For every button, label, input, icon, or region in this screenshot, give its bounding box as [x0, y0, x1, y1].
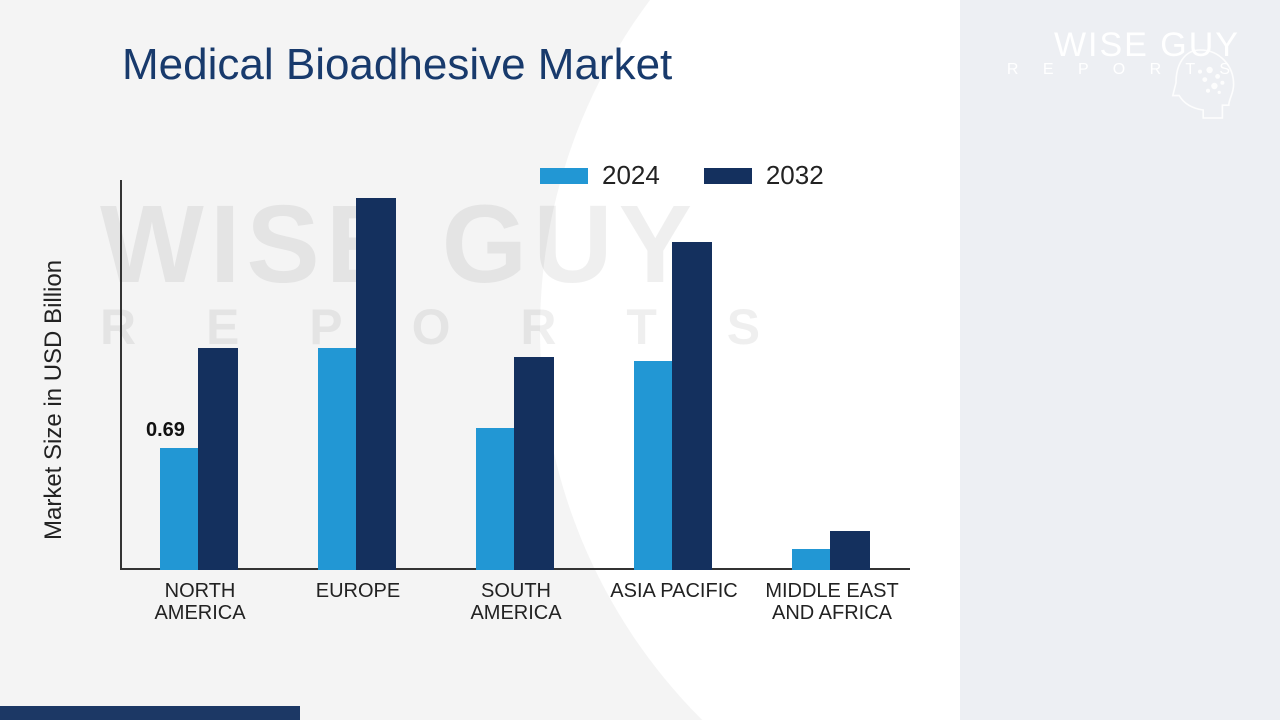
bar [830, 531, 870, 570]
category-label: SOUTH AMERICA [441, 570, 591, 624]
brand-logo: WISE GUY R E P O R T S [1007, 26, 1240, 79]
y-axis-line [120, 180, 122, 570]
bar [318, 348, 358, 570]
bar [792, 549, 832, 570]
chart-area: Medical Bioadhesive Market WISE GUY R E … [0, 0, 960, 720]
bar [514, 357, 554, 570]
plot-region: 0.69NORTH AMERICA EUROPE SOUTH AMERICA ASIA… [120, 180, 910, 570]
bar [356, 198, 396, 570]
value-label: 0.69 [146, 419, 185, 442]
bar [672, 242, 712, 570]
bar [198, 348, 238, 570]
category-label: MIDDLE EAST AND AFRICA [757, 570, 907, 624]
bar [476, 428, 516, 570]
bar-group: 0.69NORTH AMERICA [140, 180, 260, 570]
category-label: NORTH AMERICA [125, 570, 275, 624]
bar [160, 448, 200, 570]
y-axis-label: Market Size in USD Billion [40, 260, 68, 540]
bar-group: EUROPE [298, 180, 418, 570]
bar [634, 361, 674, 570]
bar-group: SOUTH AMERICA [456, 180, 576, 570]
bar-group: ASIA PACIFIC [614, 180, 734, 570]
category-label: EUROPE [283, 570, 433, 602]
decorative-bottom-bar [0, 706, 300, 720]
logo-head-icon [1160, 46, 1240, 126]
chart-title: Medical Bioadhesive Market [122, 40, 672, 90]
category-label: ASIA PACIFIC [599, 570, 749, 602]
bar-group: MIDDLE EAST AND AFRICA [772, 180, 892, 570]
